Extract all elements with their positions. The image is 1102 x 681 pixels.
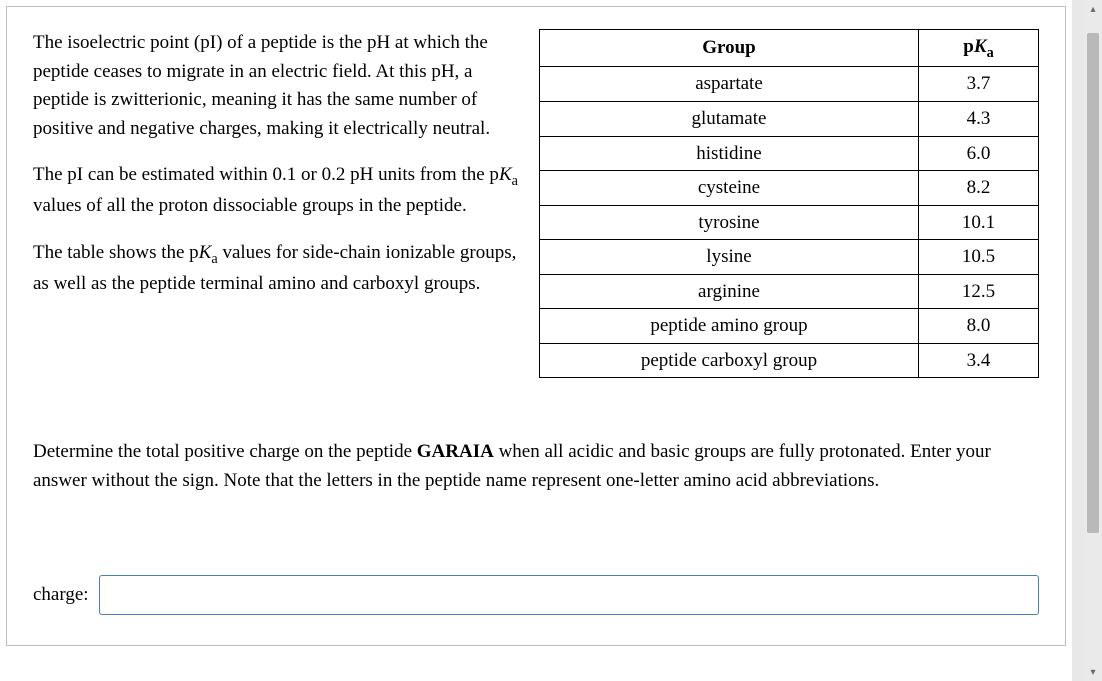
charge-input[interactable]	[99, 575, 1039, 615]
table-row: cysteine8.2	[540, 171, 1039, 206]
cell-group: peptide amino group	[540, 309, 919, 344]
cell-group: peptide carboxyl group	[540, 343, 919, 378]
table-row: lysine10.5	[540, 240, 1039, 275]
cell-pka: 3.4	[919, 343, 1039, 378]
scroll-up-arrow-icon[interactable]: ▴	[1084, 0, 1102, 18]
cell-group: aspartate	[540, 67, 919, 102]
question-text: Determine the total positive charge on t…	[33, 438, 1039, 495]
top-row: The isoelectric point (pI) of a peptide …	[33, 29, 1039, 378]
paragraph-2: The pI can be estimated within 0.1 or 0.…	[33, 161, 521, 221]
cell-group: cysteine	[540, 171, 919, 206]
cell-group: lysine	[540, 240, 919, 275]
cell-pka: 8.0	[919, 309, 1039, 344]
table-row: aspartate3.7	[540, 67, 1039, 102]
paragraph-3: The table shows the pKa values for side-…	[33, 239, 521, 299]
cell-group: glutamate	[540, 102, 919, 137]
cell-pka: 4.3	[919, 102, 1039, 137]
table-row: peptide amino group8.0	[540, 309, 1039, 344]
explanation-text: The isoelectric point (pI) of a peptide …	[33, 29, 521, 316]
table-row: peptide carboxyl group3.4	[540, 343, 1039, 378]
cell-group: arginine	[540, 274, 919, 309]
vertical-scrollbar[interactable]: ▴ ▾	[1084, 0, 1102, 681]
cell-pka: 10.5	[919, 240, 1039, 275]
table-body: aspartate3.7glutamate4.3histidine6.0cyst…	[540, 67, 1039, 378]
scroll-thumb[interactable]	[1087, 33, 1099, 533]
cell-pka: 6.0	[919, 136, 1039, 171]
header-group: Group	[540, 30, 919, 67]
table-row: histidine6.0	[540, 136, 1039, 171]
cell-pka: 8.2	[919, 171, 1039, 206]
table-row: arginine12.5	[540, 274, 1039, 309]
cell-pka: 12.5	[919, 274, 1039, 309]
cell-pka: 3.7	[919, 67, 1039, 102]
cell-pka: 10.1	[919, 205, 1039, 240]
table-container: Group pKa aspartate3.7glutamate4.3histid…	[539, 29, 1039, 378]
paragraph-1: The isoelectric point (pI) of a peptide …	[33, 29, 521, 143]
content-panel: The isoelectric point (pI) of a peptide …	[0, 0, 1072, 681]
header-pka: pKa	[919, 30, 1039, 67]
table-row: glutamate4.3	[540, 102, 1039, 137]
answer-row: charge:	[33, 575, 1039, 615]
table-header-row: Group pKa	[540, 30, 1039, 67]
scroll-down-arrow-icon[interactable]: ▾	[1084, 663, 1102, 681]
cell-group: tyrosine	[540, 205, 919, 240]
table-row: tyrosine10.1	[540, 205, 1039, 240]
question-card: The isoelectric point (pI) of a peptide …	[6, 6, 1066, 646]
scroll-track[interactable]	[1087, 20, 1099, 661]
answer-label: charge:	[33, 584, 89, 606]
pka-table: Group pKa aspartate3.7glutamate4.3histid…	[539, 29, 1039, 378]
cell-group: histidine	[540, 136, 919, 171]
